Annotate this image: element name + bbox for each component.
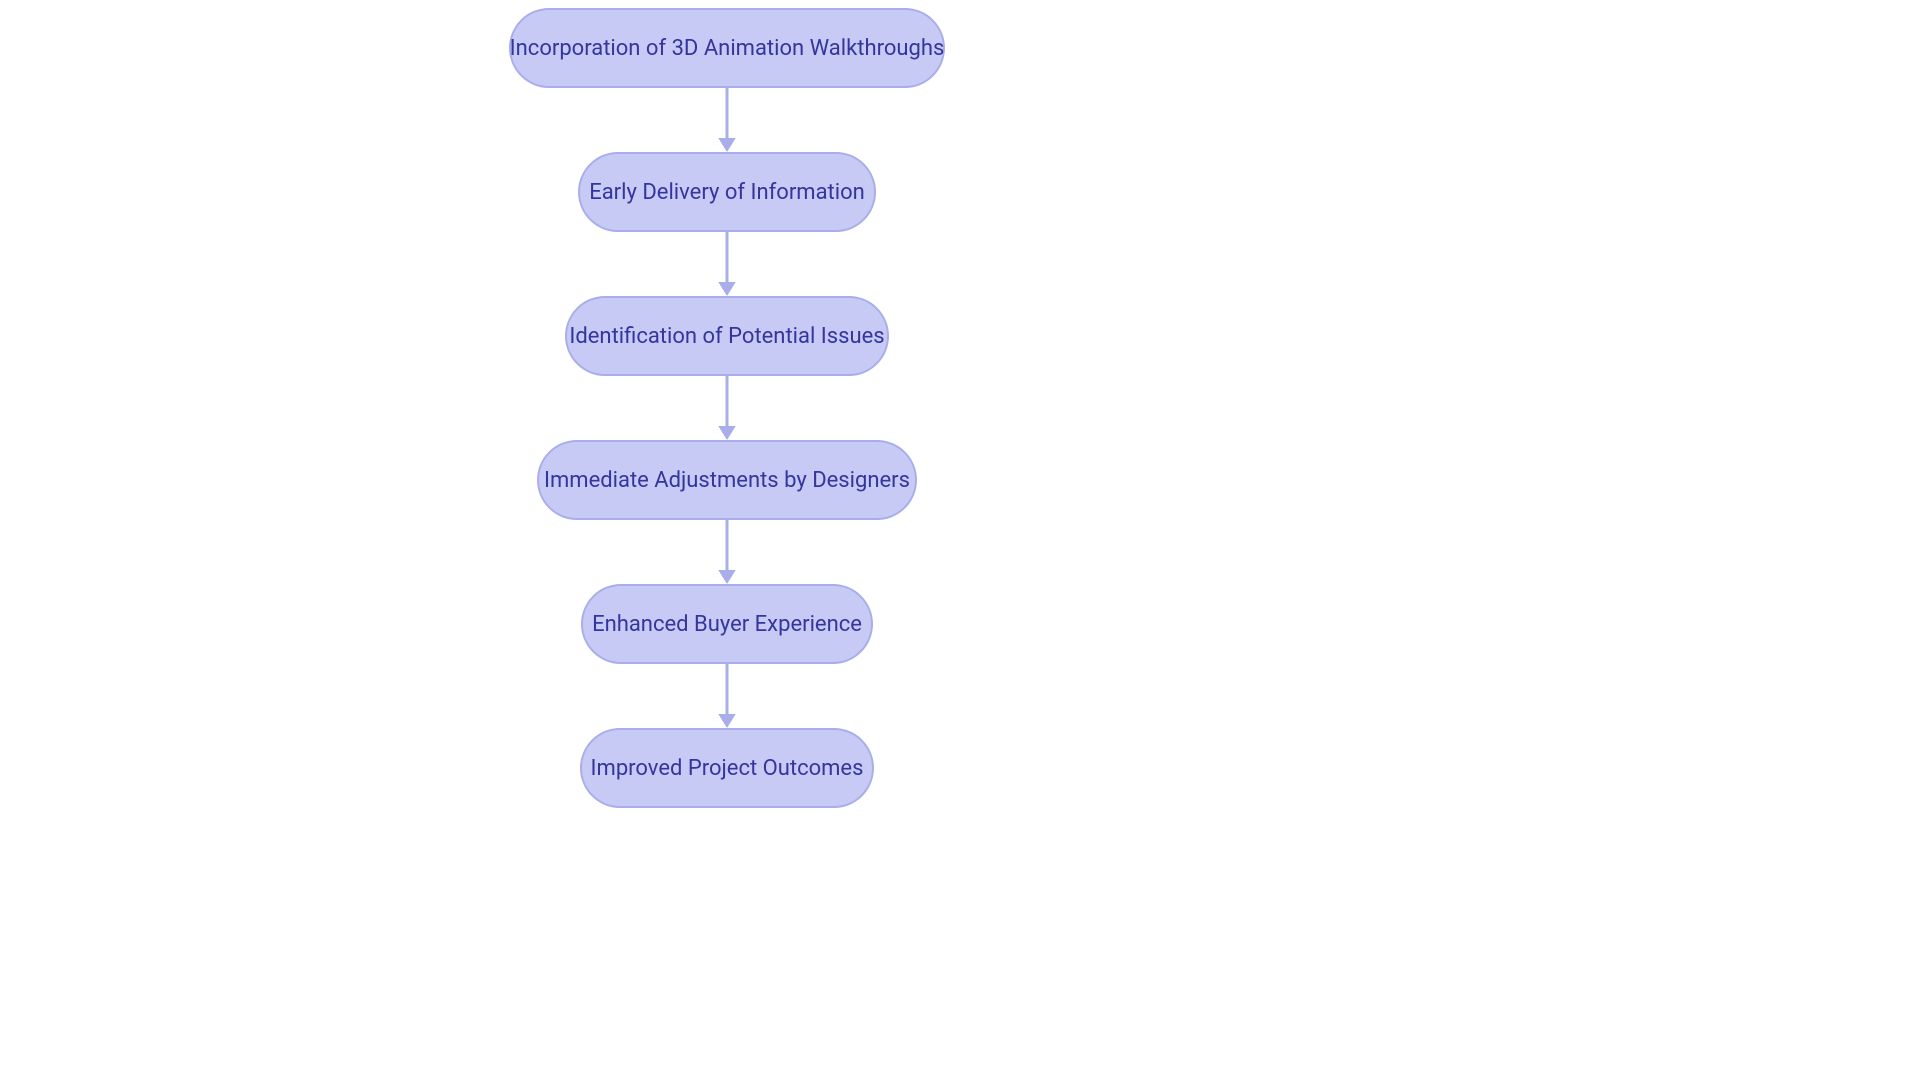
flow-node: Immediate Adjustments by Designers	[537, 440, 917, 520]
flow-node-label: Enhanced Buyer Experience	[592, 612, 862, 637]
flow-node-label: Improved Project Outcomes	[591, 756, 864, 781]
flow-node-label: Immediate Adjustments by Designers	[544, 468, 910, 493]
flow-node: Incorporation of 3D Animation Walkthroug…	[509, 8, 945, 88]
flow-node: Identification of Potential Issues	[565, 296, 889, 376]
flow-edge-1	[0, 0, 40, 80]
flow-node-label: Early Delivery of Information	[589, 180, 865, 205]
flow-node: Enhanced Buyer Experience	[581, 584, 873, 664]
flow-node: Early Delivery of Information	[578, 152, 876, 232]
flow-node-label: Identification of Potential Issues	[569, 324, 884, 349]
flowchart-canvas: Incorporation of 3D Animation Walkthroug…	[0, 0, 1920, 1083]
flow-node-label: Incorporation of 3D Animation Walkthroug…	[510, 36, 945, 61]
flow-node: Improved Project Outcomes	[580, 728, 874, 808]
